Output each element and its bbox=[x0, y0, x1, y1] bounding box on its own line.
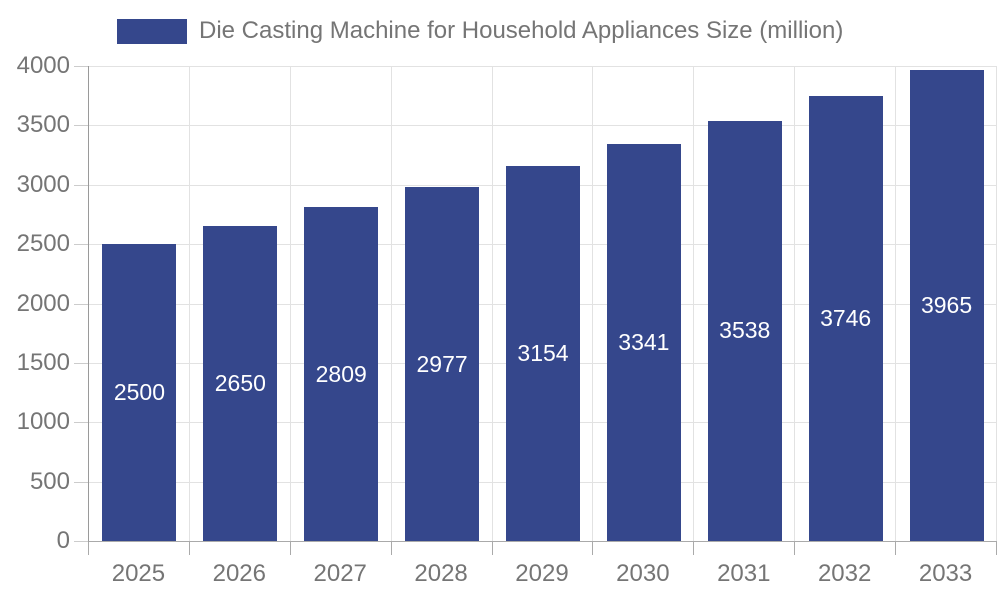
vertical-gridline bbox=[592, 66, 594, 541]
y-tick-label: 2500 bbox=[16, 230, 70, 258]
vertical-gridline bbox=[390, 66, 392, 541]
x-axis-tick bbox=[996, 542, 997, 555]
bar: 2809 bbox=[304, 207, 379, 541]
y-axis-tick bbox=[74, 303, 88, 305]
y-axis-tick bbox=[74, 66, 88, 67]
plot-area: 2500 2650 2809 2977 3154 3341 3538 3746 3965 bbox=[88, 66, 997, 542]
bar-value-label: 3965 bbox=[920, 292, 973, 319]
y-axis-tick bbox=[74, 422, 88, 424]
bar-value-label: 3154 bbox=[517, 340, 569, 367]
bar-value-label: 2809 bbox=[315, 360, 367, 387]
bar: 3538 bbox=[707, 120, 782, 541]
y-tick-label: 1500 bbox=[16, 348, 70, 376]
x-tick-label: 2028 bbox=[414, 560, 468, 587]
x-tick-label: 2030 bbox=[616, 560, 670, 587]
y-axis-tick bbox=[74, 244, 88, 246]
y-axis-tick bbox=[74, 481, 88, 483]
x-tick-label: 2033 bbox=[918, 560, 973, 587]
bar: 3965 bbox=[909, 70, 984, 541]
x-axis-tick bbox=[693, 542, 695, 555]
bar-value-label: 3538 bbox=[719, 317, 771, 344]
bar: 3746 bbox=[808, 96, 883, 541]
y-tick-label: 0 bbox=[56, 527, 70, 554]
vertical-gridline bbox=[491, 66, 493, 541]
y-axis-tick bbox=[74, 184, 88, 186]
x-axis-tick bbox=[88, 542, 89, 555]
horizontal-gridline bbox=[89, 66, 997, 67]
x-tick-label: 2025 bbox=[111, 560, 166, 587]
legend-swatch-icon bbox=[117, 18, 187, 44]
vertical-gridline bbox=[794, 66, 796, 541]
bar: 3341 bbox=[606, 144, 681, 541]
bar: 2650 bbox=[203, 226, 278, 541]
bar-value-label: 2650 bbox=[214, 370, 266, 397]
x-axis-tick bbox=[592, 542, 594, 555]
x-axis-tick bbox=[794, 542, 796, 555]
bar-value-label: 2977 bbox=[416, 350, 468, 377]
vertical-gridline bbox=[996, 66, 997, 541]
x-tick-label: 2031 bbox=[717, 560, 771, 587]
y-axis-tick bbox=[74, 541, 88, 542]
horizontal-gridline bbox=[89, 125, 997, 127]
y-axis-tick bbox=[74, 362, 88, 364]
bar: 3154 bbox=[506, 166, 580, 541]
x-axis-tick bbox=[390, 542, 392, 555]
bar: 2977 bbox=[405, 187, 480, 541]
x-tick-label: 2027 bbox=[313, 560, 367, 587]
y-tick-label: 1000 bbox=[16, 408, 70, 436]
vertical-gridline bbox=[895, 66, 897, 541]
legend-item[interactable]: Die Casting Machine for Household Applia… bbox=[117, 17, 843, 45]
vertical-gridline bbox=[188, 66, 190, 541]
bar-value-label: 3746 bbox=[820, 305, 872, 332]
x-axis-tick bbox=[188, 542, 190, 555]
x-axis-tick bbox=[289, 542, 291, 555]
x-axis-tick bbox=[895, 542, 897, 555]
y-tick-label: 500 bbox=[29, 467, 70, 495]
x-tick-label: 2029 bbox=[515, 560, 569, 587]
x-tick-label: 2032 bbox=[817, 560, 872, 587]
vertical-gridline bbox=[693, 66, 695, 541]
bar-value-label: 3341 bbox=[618, 329, 670, 356]
legend-label: Die Casting Machine for Household Applia… bbox=[199, 17, 844, 44]
y-tick-label: 4000 bbox=[16, 52, 70, 79]
x-axis-tick bbox=[491, 542, 493, 555]
x-tick-label: 2026 bbox=[212, 560, 266, 587]
vertical-gridline bbox=[289, 66, 291, 541]
y-axis-tick bbox=[74, 125, 88, 127]
y-tick-label: 2000 bbox=[16, 289, 70, 317]
bar: 2500 bbox=[102, 244, 177, 541]
y-tick-label: 3500 bbox=[16, 111, 70, 139]
bar-value-label: 2500 bbox=[113, 379, 166, 406]
y-tick-label: 3000 bbox=[16, 170, 70, 198]
